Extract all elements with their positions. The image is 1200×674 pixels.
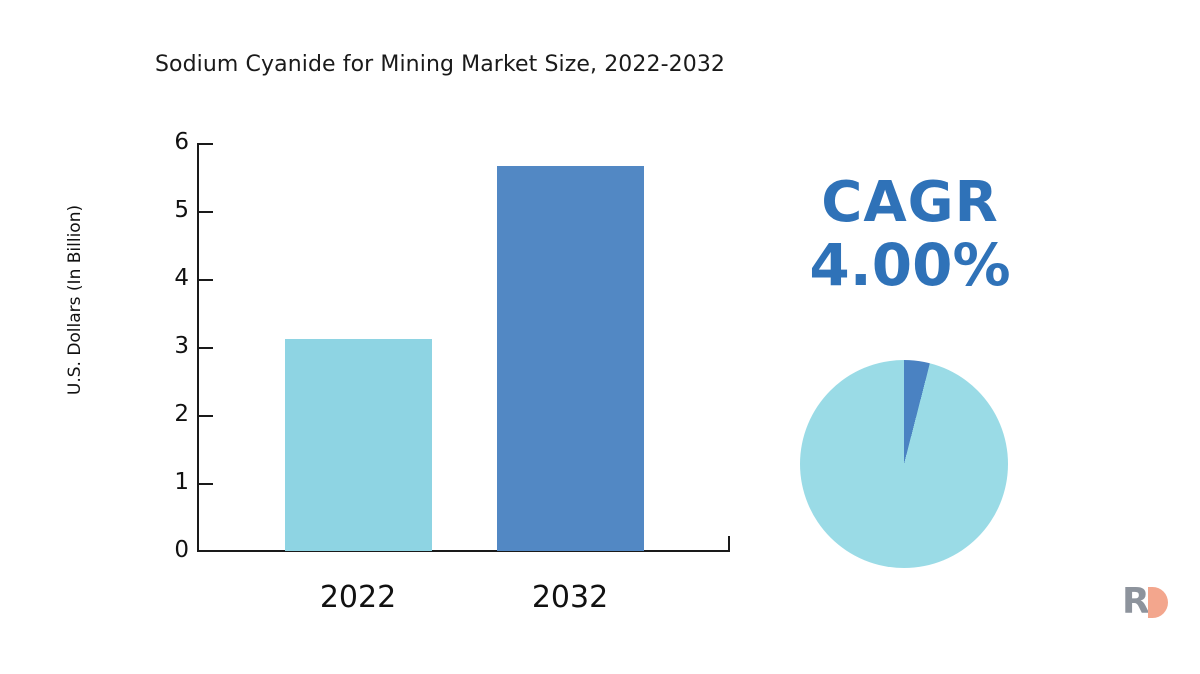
bars-layer [285,165,644,551]
y-tick-label-1-text: 1 [174,469,189,495]
x-axis-end-tick [728,536,730,552]
cagr-pie-chart [800,360,1008,568]
y-tick-1 [199,483,213,485]
x-axis-spine [197,550,730,552]
y-tick-label-2-text: 2 [174,401,189,427]
y-tick-5 [199,211,213,213]
x-tick-label-2032: 2032 [531,580,609,615]
y-tick-label-5: 5 [155,199,189,223]
bar-2032[interactable] [497,165,644,551]
y-tick-label-4-text: 4 [174,265,189,291]
logo-mark-d [1152,587,1168,618]
y-tick-2 [199,415,213,417]
y-axis-spine [197,143,199,552]
x-tick-label-2022: 2022 [319,580,397,615]
y-tick-label-1: 1 [155,471,189,495]
bar-2022[interactable] [285,338,432,551]
y-tick-label-6-text: 6 [174,129,189,155]
reports-and-data-logo: R [1122,581,1184,622]
cagr-value: 4.00% [809,230,1011,299]
y-tick-label-3: 3 [155,335,189,359]
y-tick-label-5-text: 5 [174,197,189,223]
y-tick-6 [199,143,213,145]
y-tick-label-6: 6 [155,131,189,155]
y-tick-label-0: 0 [155,539,189,563]
logo-mark-stem [1148,587,1153,618]
y-tick-4 [199,279,213,281]
page-title: Sodium Cyanide for Mining Market Size, 2… [154,52,726,77]
cagr-annotation: CAGR 4.00% [790,170,1030,299]
y-tick-label-4: 4 [155,267,189,291]
plot-area: 6 5 4 3 2 1 0 U.S. Dollars (In Billion) … [65,131,730,615]
cagr-label: CAGR [821,170,999,235]
y-tick-label-0-text: 0 [174,537,189,563]
logo-letter-r: R [1122,581,1150,622]
y-tick-label-3-text: 3 [174,333,189,359]
y-tick-3 [199,347,213,349]
y-tick-label-2: 2 [155,403,189,427]
